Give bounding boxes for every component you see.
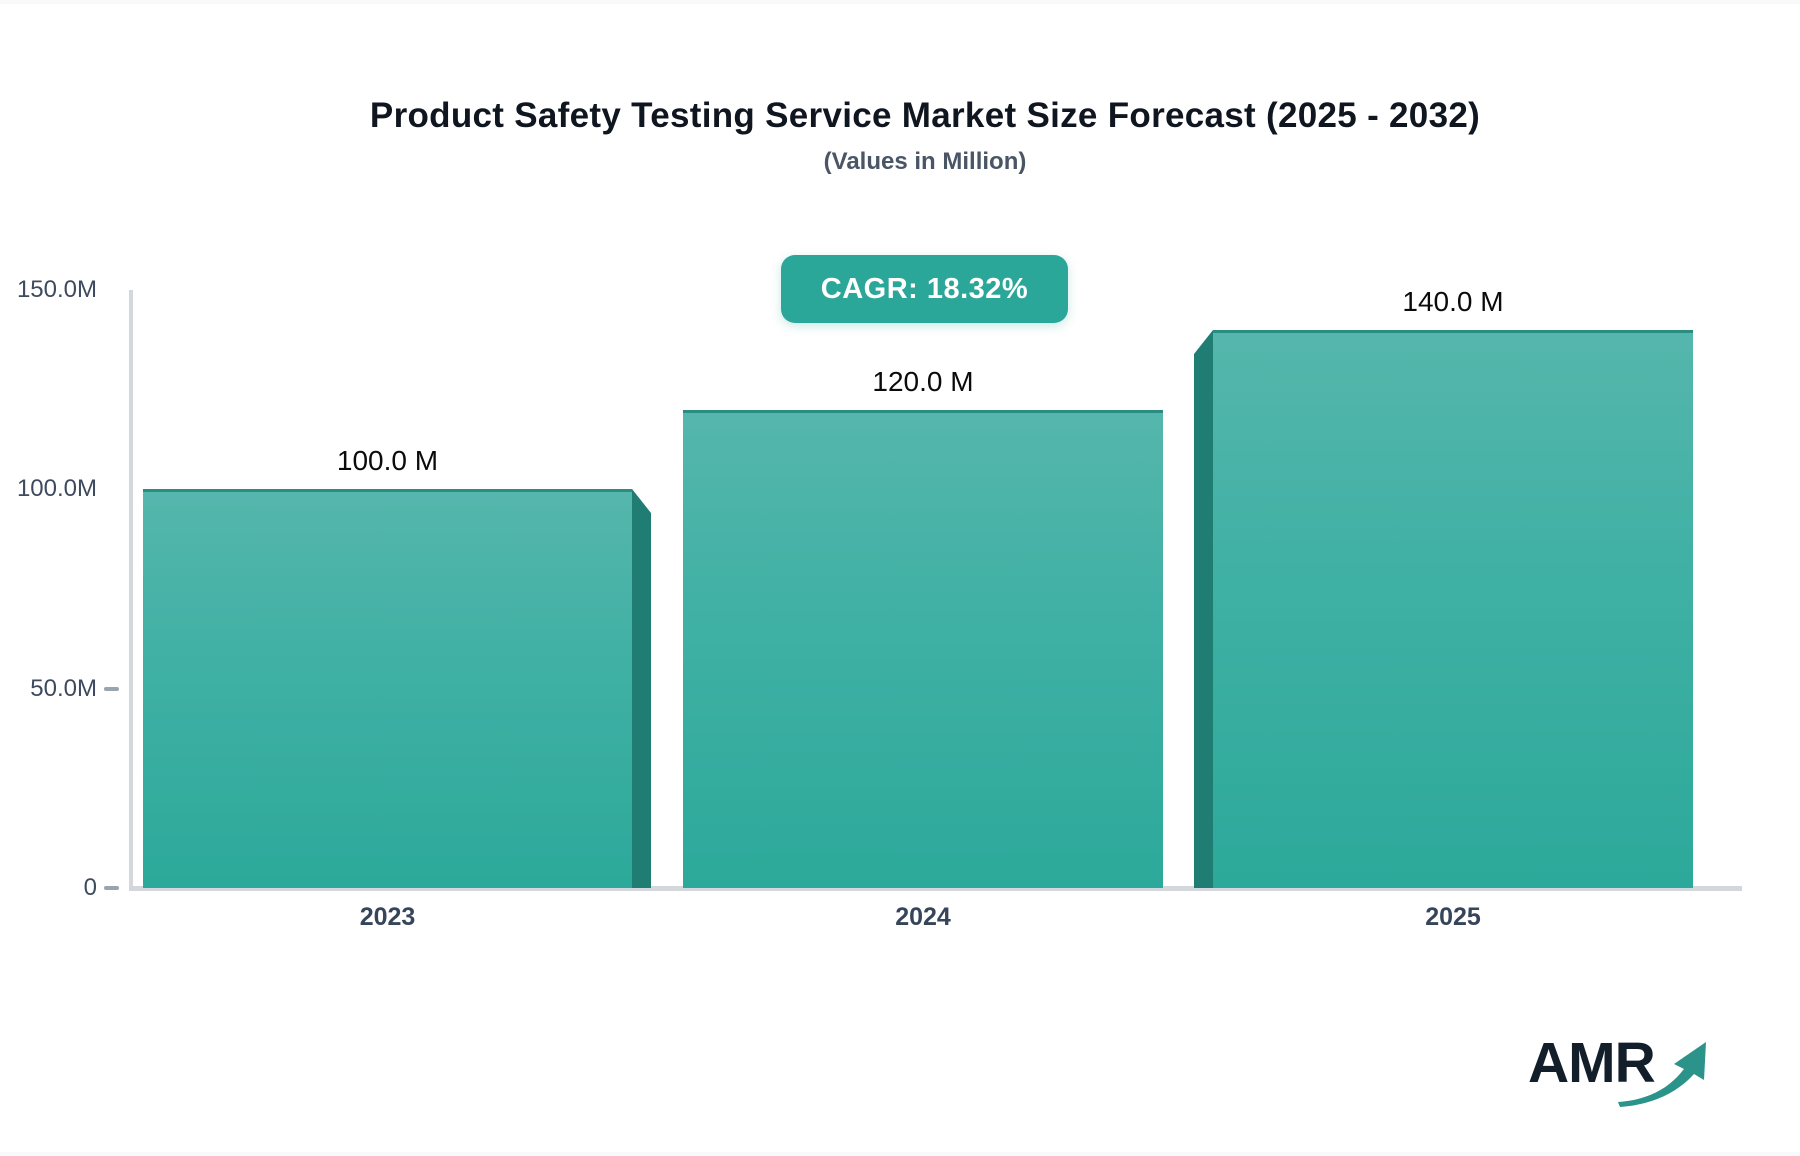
bar-2024 <box>683 410 1163 888</box>
chart-title: Product Safety Testing Service Market Si… <box>369 96 1481 135</box>
top-edge-strip <box>0 0 1800 4</box>
x-tick-label-2024: 2024 <box>895 903 951 931</box>
growth-arrow-path <box>1618 1042 1706 1107</box>
bottom-edge-strip <box>0 1152 1800 1156</box>
x-tick-label-2023: 2023 <box>359 903 416 931</box>
bar-2025-3d-side <box>1194 330 1213 888</box>
value-label-2024: 120.0 M <box>872 366 974 397</box>
y-axis-line <box>129 290 133 888</box>
plot-area: 100.0 M 2023 120.0 M 2024 140.0 M 2025 150.0M 1… <box>17 276 1742 931</box>
value-label-2025: 140.0 M <box>1402 286 1504 317</box>
amr-logo: AMR <box>1528 1030 1748 1120</box>
chart-subtitle: (Values in Million) <box>823 148 1027 175</box>
bar-2023 <box>143 489 632 888</box>
y-tick-label-150.0M: 150.0M <box>16 276 97 303</box>
x-tick-label-2025: 2025 <box>1425 903 1481 931</box>
y-tick-label-50.0M: 50.0M <box>30 674 97 702</box>
bar-2025 <box>1213 330 1693 888</box>
bar-2023-3d-side <box>632 489 651 888</box>
amr-logo-text: AMR <box>1528 1031 1656 1095</box>
cagr-badge: CAGR: 18.32% <box>781 255 1068 323</box>
y-tick-label-100.0M: 100.0M <box>16 475 97 503</box>
cagr-badge-label: CAGR: 18.32% <box>820 272 1029 305</box>
y-tick-label-0: 0 <box>83 874 97 901</box>
y-tick-dash-50.0M <box>104 686 119 691</box>
y-tick-dash-0 <box>104 886 119 890</box>
value-label-2023: 100.0 M <box>336 445 439 476</box>
growth-arrow-icon <box>1618 1042 1706 1107</box>
x-axis-line <box>129 886 1742 891</box>
